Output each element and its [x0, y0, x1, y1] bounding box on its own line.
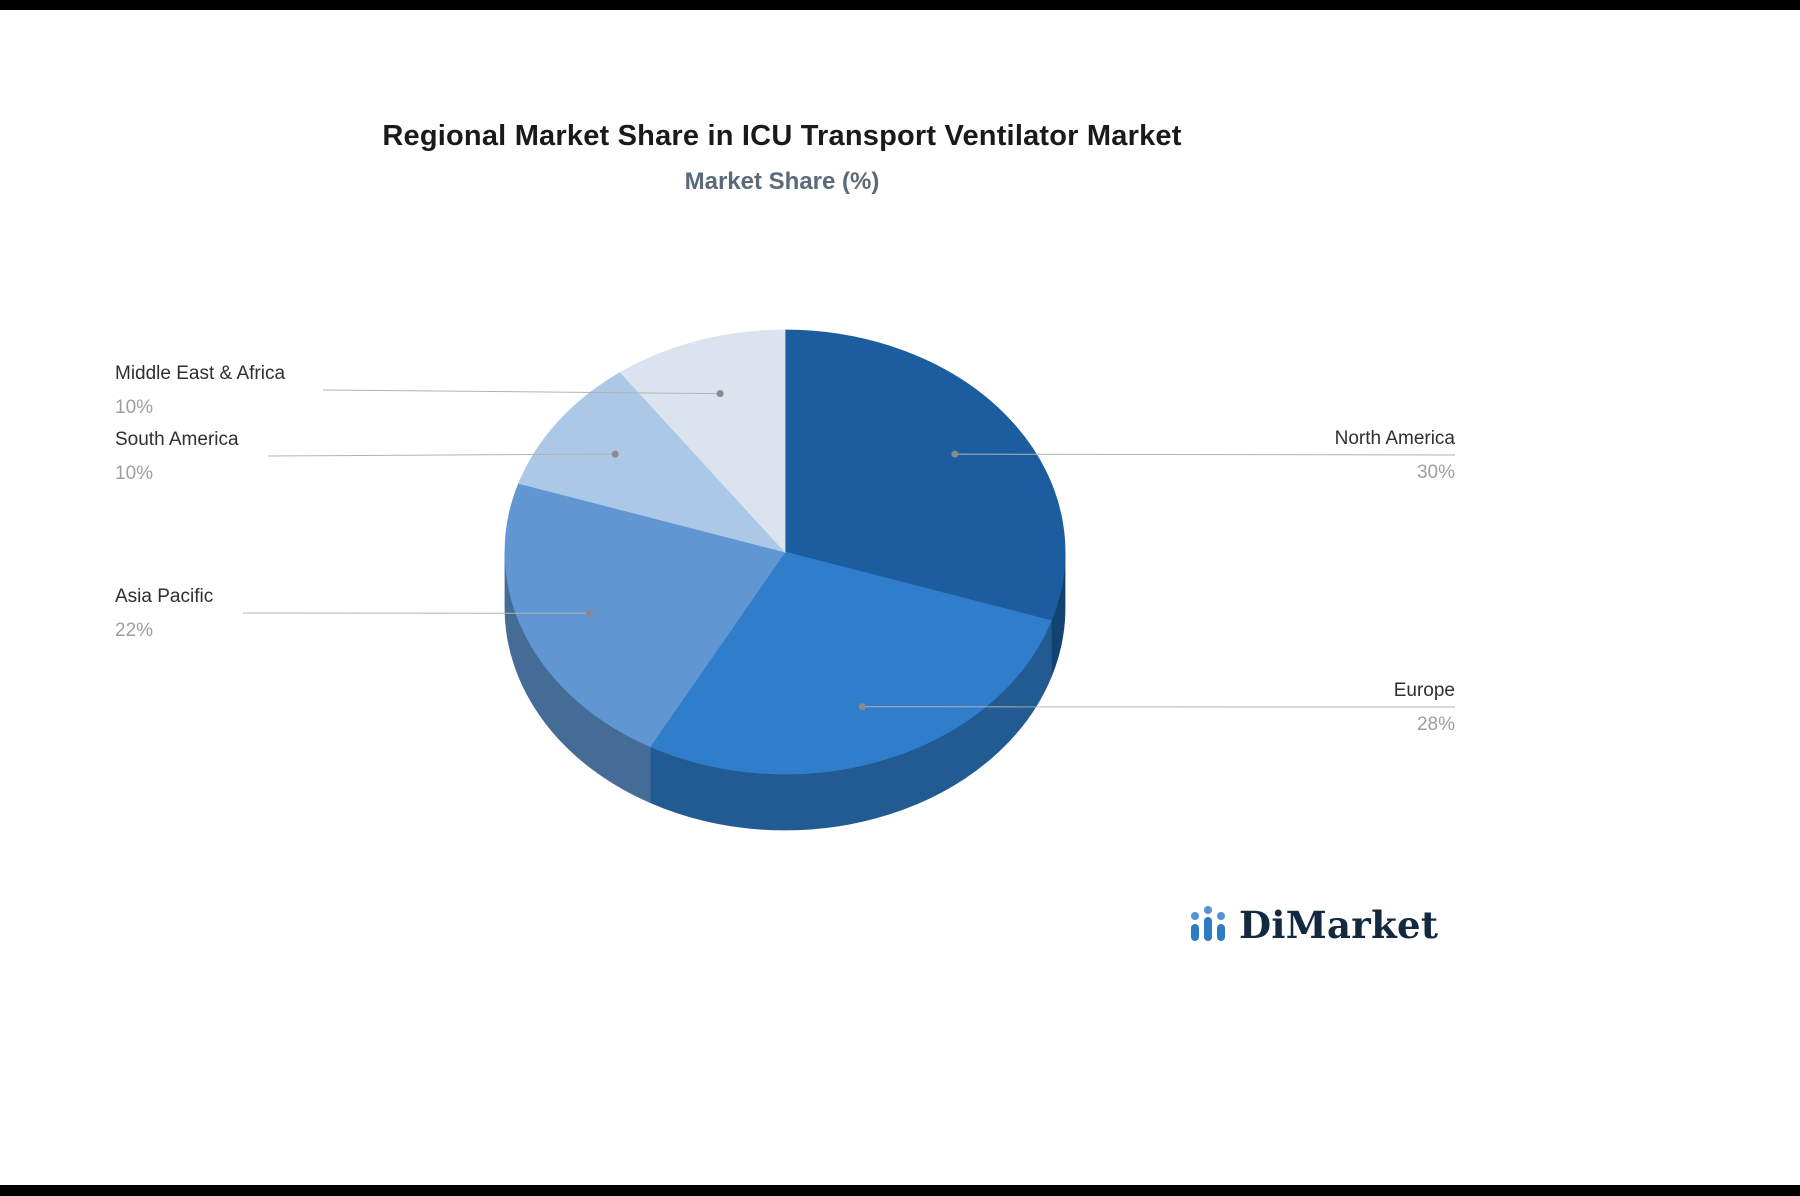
leader-dot-south-america — [611, 450, 619, 458]
pie-slice-europe[interactable] — [649, 551, 1052, 775]
leader-line-north-america — [954, 453, 1456, 456]
top-letterbox — [0, 0, 1800, 10]
leader-dot-north-america — [951, 450, 959, 458]
pie-slice-south-america[interactable] — [518, 371, 787, 553]
pie-slice-asia-pacific[interactable] — [504, 482, 786, 748]
chart-title: Regional Market Share in ICU Transport V… — [382, 120, 1182, 152]
leader-line-middle-east-africa — [322, 389, 721, 395]
brand-name: DiMarket — [1239, 903, 1439, 947]
pie-slice-middle-east-africa[interactable] — [619, 329, 786, 554]
chart-subtitle: Market Share (%) — [684, 168, 880, 195]
bottom-letterbox — [0, 1185, 1800, 1196]
leader-line-south-america — [267, 453, 616, 457]
leader-dot-europe — [858, 703, 866, 711]
brand-bar-chart-icon — [1191, 906, 1225, 941]
leader-dot-asia-pacific — [586, 609, 594, 617]
brand-logo: DiMarket — [1188, 903, 1438, 947]
pie-slice-north-america[interactable] — [784, 329, 1066, 622]
leader-dot-middle-east-africa — [716, 390, 724, 398]
